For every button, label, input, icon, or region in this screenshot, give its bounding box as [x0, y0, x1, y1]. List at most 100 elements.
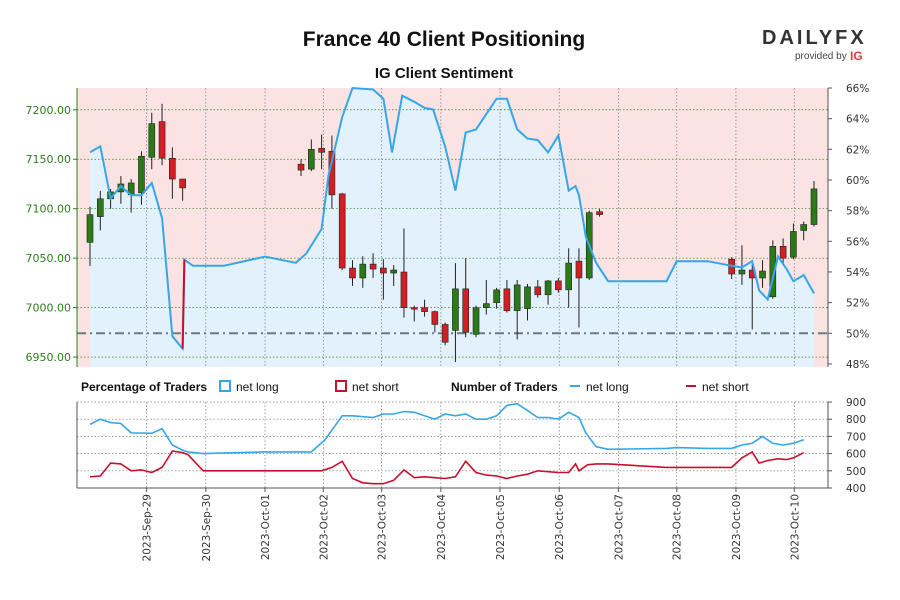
candle — [410, 305, 418, 322]
candle-body — [400, 271, 408, 308]
candle — [575, 248, 583, 328]
candle-body — [169, 157, 176, 180]
candle — [462, 258, 470, 338]
candle — [400, 228, 408, 318]
candle-body — [810, 188, 818, 225]
candle-body — [524, 286, 531, 309]
candle — [169, 147, 176, 199]
chart-subtitle: IG Client Sentiment — [375, 65, 513, 82]
date-tick-label: 2023-Oct-01 — [260, 494, 272, 560]
candle — [759, 260, 766, 288]
price-tick-label: 7100.00 — [26, 203, 72, 216]
sentiment-tick-label: 48% — [846, 359, 869, 371]
traders-tick-label: 500 — [846, 466, 866, 478]
candle-body — [158, 121, 166, 159]
candle — [493, 287, 500, 309]
candle-body — [441, 324, 449, 343]
candle — [452, 263, 459, 363]
dailyfx-logo: DAILYFX provided by IG — [762, 27, 864, 63]
candle — [308, 139, 315, 172]
sentiment-line-short-segment — [181, 259, 186, 349]
candle-body — [338, 193, 346, 269]
candle — [441, 322, 449, 346]
candle — [769, 240, 777, 299]
logo-ig: IG — [850, 49, 863, 63]
sentiment-tick-label: 54% — [846, 267, 869, 279]
candle-body — [483, 303, 490, 308]
candle — [148, 112, 156, 170]
legend: Percentage of Traders net long net short… — [81, 380, 749, 394]
price-axis: 7200.00 7150.00 7100.00 7050.00 7000.00 6950.… — [26, 88, 78, 367]
date-tick-label: 2023-Oct-05 — [495, 494, 507, 560]
candle — [483, 279, 490, 315]
candle-body — [390, 269, 397, 274]
sentiment-axis: 66% 64% 62% 60% 58% 56% 54% 52% 50% 48% — [827, 83, 869, 371]
price-candles — [86, 103, 818, 363]
chart-title: France 40 Client Positioning — [303, 28, 585, 51]
candle — [318, 134, 325, 170]
date-tick-label: 2023-Oct-09 — [731, 494, 743, 560]
candle — [810, 181, 818, 227]
sentiment-tick-label: 56% — [846, 236, 869, 248]
candle — [96, 190, 104, 231]
candle — [380, 259, 387, 300]
date-tick-label: 2023-Oct-07 — [613, 494, 625, 560]
candle — [421, 299, 428, 317]
candle — [86, 206, 94, 267]
candle-body — [779, 245, 787, 259]
candle-body — [138, 155, 145, 194]
price-tick-label: 7150.00 — [26, 153, 72, 166]
candle — [524, 283, 531, 321]
legend-num-short-label: net short — [702, 380, 749, 394]
candle-body — [493, 289, 500, 303]
candle-body — [759, 270, 766, 279]
candle — [359, 256, 367, 288]
date-tick-label: 2023-Sep-30 — [201, 494, 213, 561]
legend-pct-long-label: net long — [236, 380, 279, 394]
date-tick-label: 2023-Sep-29 — [142, 494, 154, 561]
candle-body — [555, 280, 562, 291]
candle — [338, 192, 346, 271]
traders-tick-label: 600 — [846, 449, 866, 461]
candle — [790, 223, 797, 260]
candle — [544, 279, 552, 305]
traders-tick-label: 400 — [846, 483, 866, 495]
date-tick-label: 2023-Oct-10 — [789, 494, 801, 560]
candle-body — [86, 214, 94, 243]
logo-provided-by: provided by — [795, 51, 847, 62]
candle-body — [421, 307, 428, 312]
candle-body — [534, 286, 542, 296]
candle-body — [503, 288, 511, 311]
sentiment-tick-label: 64% — [846, 114, 869, 126]
price-tick-label: 6950.00 — [26, 351, 72, 364]
candle — [555, 277, 562, 293]
candle — [800, 221, 808, 241]
traders-tick-label: 900 — [846, 397, 866, 409]
candle-body — [148, 123, 156, 158]
candle — [349, 260, 356, 286]
candle-body — [359, 263, 367, 279]
candle-body — [565, 262, 572, 291]
candle-body — [769, 245, 777, 298]
legend-percentage-title: Percentage of Traders — [81, 380, 207, 394]
traders-panel: 900 800 700 600 500 400 — [76, 397, 866, 495]
legend-number-title: Number of Traders — [451, 380, 558, 394]
traders-tick-label: 800 — [846, 414, 866, 426]
candle-body — [369, 263, 377, 270]
candle — [472, 305, 480, 338]
candle-body — [318, 148, 325, 153]
net-short-count-line — [89, 450, 805, 485]
candle-body — [596, 211, 603, 215]
candle-body — [380, 267, 387, 274]
legend-pct-short-swatch — [335, 380, 347, 392]
main-panel: 7200.00 7150.00 7100.00 7050.00 7000.00 6950.… — [26, 83, 870, 371]
candle — [596, 208, 603, 217]
candle — [503, 279, 511, 313]
candle-body — [297, 163, 305, 171]
candle — [738, 245, 746, 285]
price-tick-label: 7200.00 — [26, 104, 72, 117]
traders-tick-label: 700 — [846, 431, 866, 443]
candle-body — [800, 224, 808, 231]
candle-body — [544, 280, 552, 296]
